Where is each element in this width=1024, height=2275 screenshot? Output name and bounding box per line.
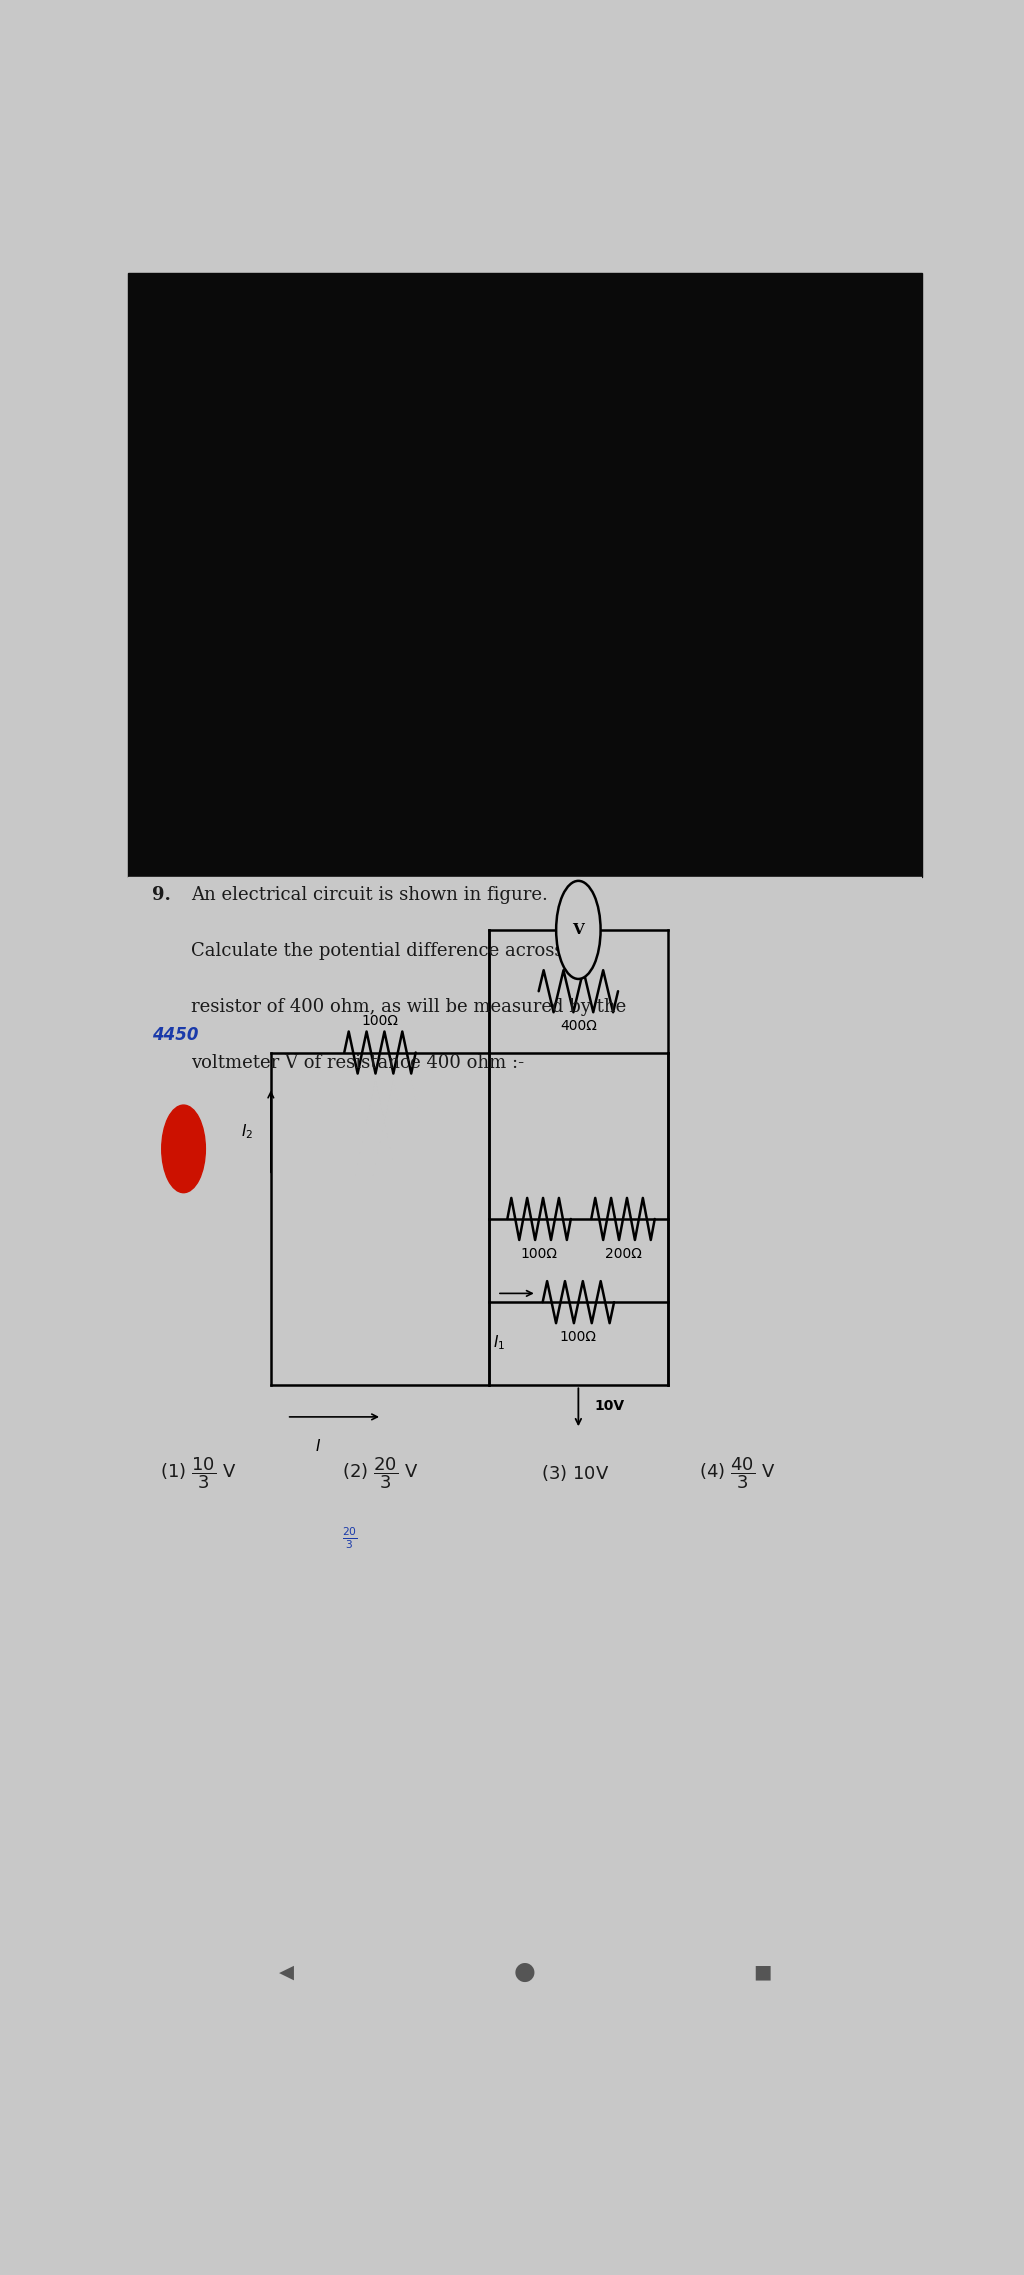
Text: 100Ω: 100Ω <box>520 1247 558 1260</box>
Text: $I_2$: $I_2$ <box>242 1122 253 1140</box>
Text: $(3)\ 10\mathrm{V}$: $(3)\ 10\mathrm{V}$ <box>541 1463 609 1483</box>
Text: 200Ω: 200Ω <box>604 1247 641 1260</box>
Text: $I$: $I$ <box>315 1438 322 1454</box>
Text: $\frac{20}{3}$: $\frac{20}{3}$ <box>342 1527 358 1552</box>
Text: 10V: 10V <box>594 1399 625 1413</box>
Text: $(1)\ \dfrac{10}{3}\ \mathrm{V}$: $(1)\ \dfrac{10}{3}\ \mathrm{V}$ <box>160 1456 237 1490</box>
Text: 400Ω: 400Ω <box>560 1019 597 1033</box>
Text: Calculate the potential difference across the: Calculate the potential difference acros… <box>191 942 599 960</box>
Text: $I_1$: $I_1$ <box>494 1333 505 1351</box>
Text: 100Ω: 100Ω <box>560 1331 597 1345</box>
Bar <box>128 878 922 2025</box>
Text: ■: ■ <box>754 1963 772 1982</box>
Ellipse shape <box>162 1106 206 1192</box>
Text: ●: ● <box>514 1961 536 1984</box>
Text: 100Ω: 100Ω <box>361 1015 398 1028</box>
Text: 9.: 9. <box>152 885 171 903</box>
Text: voltmeter V of resistance 400 ohm :-: voltmeter V of resistance 400 ohm :- <box>191 1053 524 1072</box>
Text: ◀: ◀ <box>280 1963 294 1982</box>
Text: $(4)\ \dfrac{40}{3}\ \mathrm{V}$: $(4)\ \dfrac{40}{3}\ \mathrm{V}$ <box>699 1456 776 1490</box>
Text: resistor of 400 ohm, as will be measured by the: resistor of 400 ohm, as will be measured… <box>191 999 627 1017</box>
Bar <box>128 273 922 878</box>
Circle shape <box>556 880 601 978</box>
Text: $(2)\ \dfrac{20}{3}\ \mathrm{V}$: $(2)\ \dfrac{20}{3}\ \mathrm{V}$ <box>342 1456 419 1490</box>
Text: 4450: 4450 <box>152 1026 199 1044</box>
Text: An electrical circuit is shown in figure.: An electrical circuit is shown in figure… <box>191 885 549 903</box>
Text: V: V <box>572 924 585 937</box>
